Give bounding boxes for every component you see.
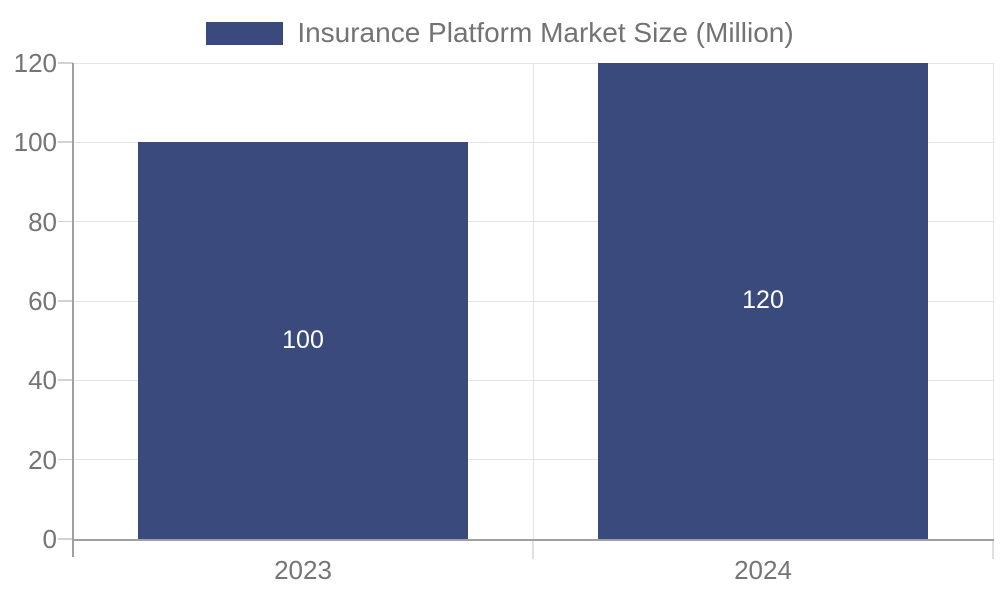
y-axis-tick-label: 60	[28, 286, 57, 316]
legend-swatch-icon	[206, 21, 284, 45]
bar-value-label: 100	[282, 325, 324, 354]
y-axis-tick-label: 0	[42, 524, 57, 554]
y-axis-tick	[58, 379, 73, 381]
y-axis-tick-label: 80	[28, 206, 57, 237]
y-axis-tick	[58, 220, 73, 223]
gridline-vertical	[992, 63, 994, 539]
y-axis-tick	[58, 141, 73, 143]
gridline-vertical	[532, 63, 534, 539]
y-axis-tick-label: 40	[28, 365, 57, 396]
y-axis-tick-label: 20	[28, 444, 57, 475]
x-axis-tick	[532, 541, 534, 559]
y-axis-tick	[58, 62, 73, 64]
x-axis-tick	[992, 541, 994, 559]
legend-item[interactable]: Insurance Platform Market Size (Million)	[0, 17, 1000, 49]
y-axis-tick	[58, 300, 73, 302]
y-axis-tick-label: 120	[13, 48, 57, 78]
bar-value-label: 120	[742, 286, 784, 314]
y-axis-tick	[58, 458, 73, 461]
legend-label: Insurance Platform Market Size (Million)	[297, 17, 794, 48]
y-axis-tick-label: 100	[13, 127, 57, 158]
bar-2023[interactable]	[138, 142, 468, 539]
y-axis-tick	[58, 538, 73, 540]
bar-2024[interactable]	[598, 63, 928, 539]
y-axis-line	[72, 63, 74, 557]
x-axis-line	[72, 539, 994, 541]
x-axis-tick-label: 2024	[734, 555, 792, 585]
x-axis-tick-label: 2023	[274, 555, 332, 585]
